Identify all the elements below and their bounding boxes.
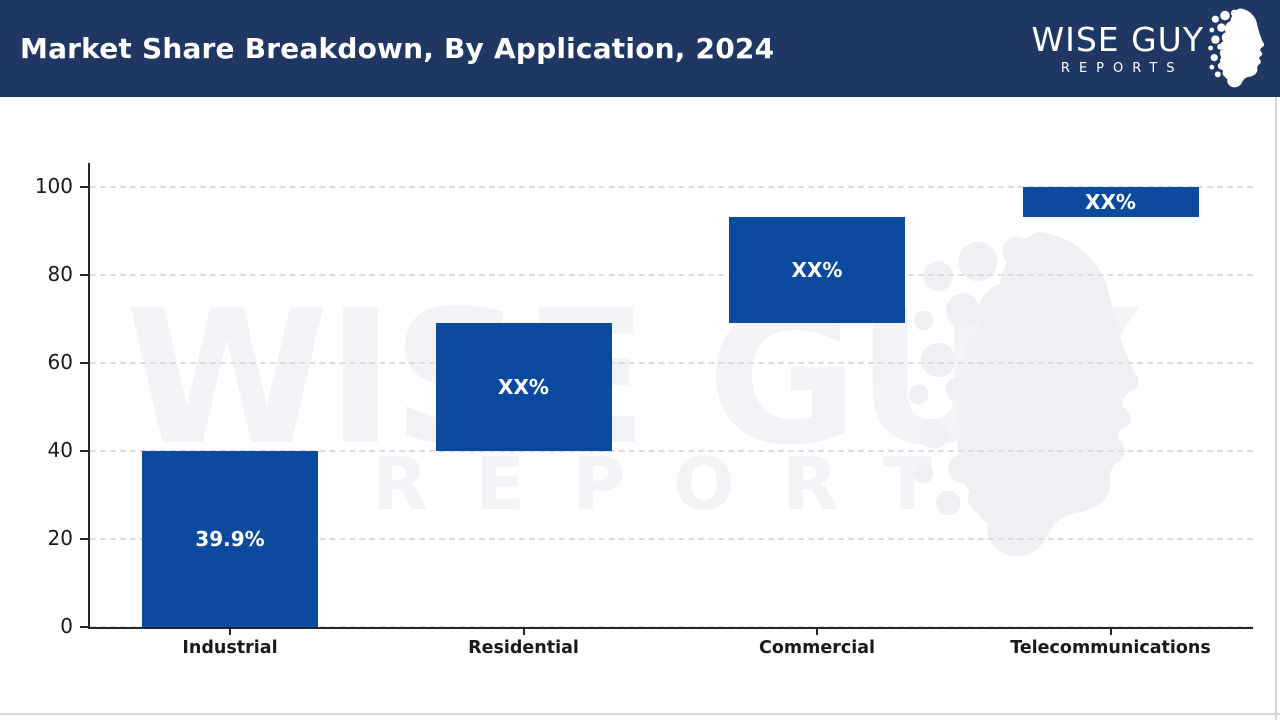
y-tick-mark [80,450,88,452]
x-category-label: Industrial [182,638,278,658]
y-tick-mark [80,626,88,628]
watermark-head-profile-icon [908,231,1139,557]
chart-area: WISE GUY REPORTS [0,97,1280,720]
y-tick-label: 100 [34,174,73,198]
y-tick-mark [80,186,88,188]
y-axis-spine [88,163,90,629]
y-tick-label: 20 [47,526,73,550]
x-category-label: Commercial [758,638,875,658]
x-category-label: Residential [468,638,579,658]
x-tick-mark [522,628,525,635]
x-tick-mark [816,628,818,635]
y-tick-label: 80 [47,262,73,286]
gridline [90,362,1253,364]
y-tick-mark [80,538,88,540]
brand-subtitle: REPORTS [1060,61,1184,76]
y-tick-label: 40 [47,438,73,462]
brand-logo-text: WISE GUY REPORTS [1031,20,1204,76]
bar-commercial: XX% [729,216,905,323]
x-tick-mark [1109,628,1112,635]
bar-value-label: XX% [1085,189,1136,214]
bar-value-label: XX% [498,375,549,400]
y-tick-label: 0 [60,614,73,638]
x-axis-spine [88,627,1253,629]
gridline [90,450,1253,452]
bar-telecommunications: XX% [1022,187,1199,217]
brand-logo: WISE GUY REPORTS [1031,6,1268,90]
bar-residential: XX% [435,322,612,452]
x-tick-mark [229,628,231,635]
y-tick-mark [80,362,88,364]
bar-industrial: 39.9% [142,451,318,627]
y-tick-mark [80,274,88,276]
x-category-label: Telecommunications [1010,638,1211,658]
head-profile-icon [1208,8,1265,88]
gridline [90,186,1253,188]
gridline [90,538,1253,540]
frame-right-line [1275,97,1277,720]
bar-value-label: XX% [791,257,843,282]
header: Market Share Breakdown, By Application, … [0,0,1280,97]
bar-value-label: 39.9% [195,527,265,552]
page-title: Market Share Breakdown, By Application, … [20,32,775,65]
frame-bottom-line [0,713,1280,715]
brand-name: WISE GUY [1031,20,1204,59]
gridline [90,274,1253,276]
y-tick-label: 60 [47,350,73,374]
watermark-text-2: REPORTS [372,442,1080,526]
